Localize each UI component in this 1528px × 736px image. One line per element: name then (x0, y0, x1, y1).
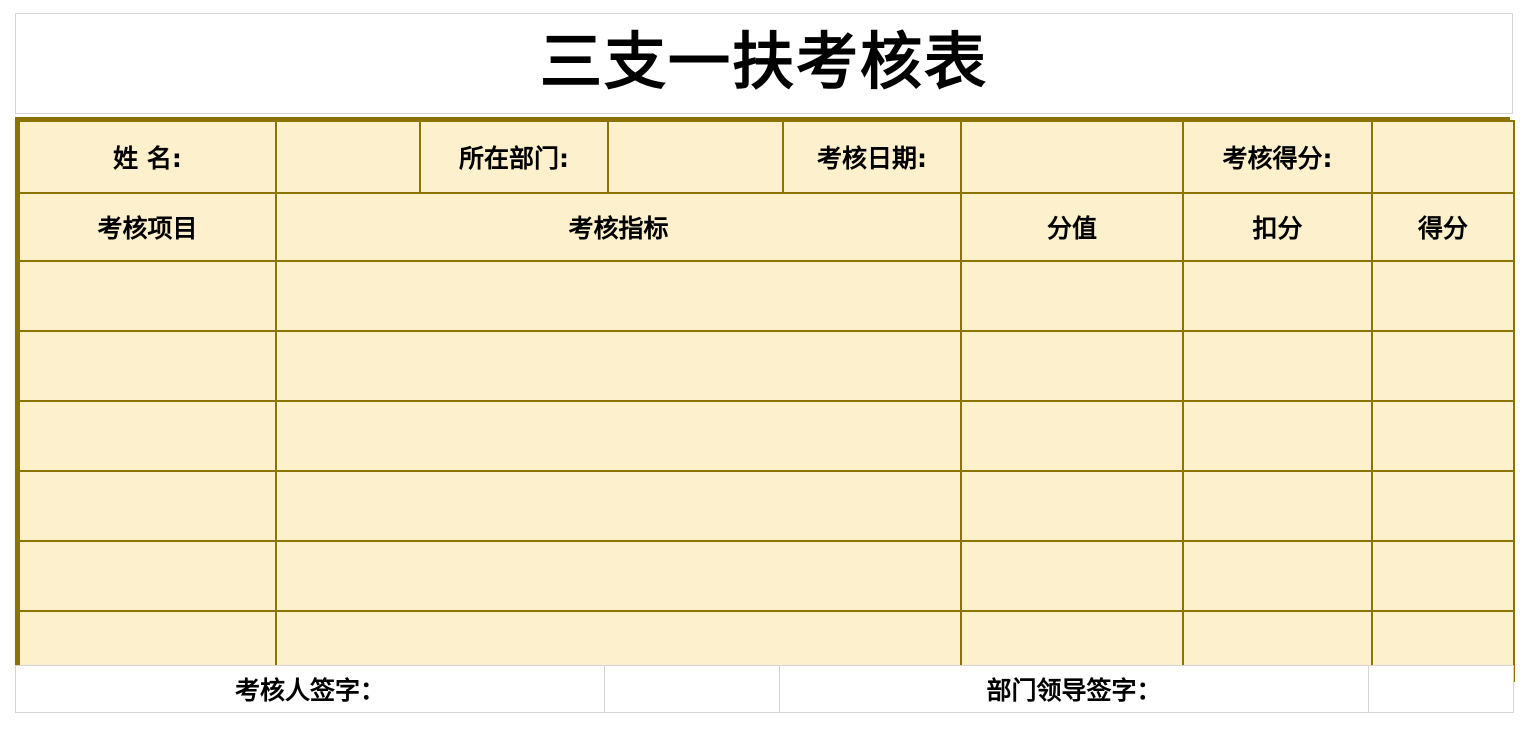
cell-deduction[interactable] (1182, 470, 1373, 542)
header-item: 考核项目 (18, 192, 277, 262)
title-row: 三支一扶考核表 (15, 13, 1513, 114)
table-row (18, 470, 1515, 542)
cell-indicator[interactable] (275, 470, 962, 542)
signature-row-container: 考核人签字： 部门领导签字： (15, 665, 1514, 713)
reviewer-signature-label: 考核人签字： (15, 665, 605, 713)
date-label: 考核日期: (782, 120, 962, 194)
page-title: 三支一扶考核表 (539, 24, 988, 98)
cell-indicator[interactable] (275, 540, 962, 612)
cell-points[interactable] (960, 260, 1184, 332)
signature-row: 考核人签字： 部门领导签字： (15, 665, 1514, 713)
table-row (18, 400, 1515, 472)
cell-score[interactable] (1371, 540, 1515, 612)
date-input[interactable] (960, 120, 1184, 194)
cell-deduction[interactable] (1182, 400, 1373, 472)
department-input[interactable] (607, 120, 784, 194)
table-row (18, 330, 1515, 402)
header-score: 得分 (1371, 192, 1515, 262)
cell-item[interactable] (18, 260, 277, 332)
cell-score[interactable] (1371, 260, 1515, 332)
cell-points[interactable] (960, 540, 1184, 612)
total-score-input[interactable] (1371, 120, 1515, 194)
name-input[interactable] (275, 120, 421, 194)
cell-item[interactable] (18, 330, 277, 402)
cell-item[interactable] (18, 540, 277, 612)
cell-points[interactable] (960, 470, 1184, 542)
signature-table: 考核人签字： 部门领导签字： (15, 665, 1514, 713)
leader-signature-input[interactable] (1368, 665, 1514, 713)
cell-indicator[interactable] (275, 400, 962, 472)
cell-deduction[interactable] (1182, 260, 1373, 332)
assessment-table-container: 姓 名: 所在部门: 考核日期: 考核得分: 考核项目 考核指标 分值 扣分 得… (15, 117, 1515, 685)
info-row: 姓 名: 所在部门: 考核日期: 考核得分: (18, 120, 1515, 194)
header-points: 分值 (960, 192, 1184, 262)
cell-item[interactable] (18, 400, 277, 472)
header-deduction: 扣分 (1182, 192, 1373, 262)
name-label: 姓 名: (18, 120, 277, 194)
cell-points[interactable] (960, 330, 1184, 402)
column-header-row: 考核项目 考核指标 分值 扣分 得分 (18, 192, 1515, 262)
cell-indicator[interactable] (275, 330, 962, 402)
cell-points[interactable] (960, 400, 1184, 472)
header-indicator: 考核指标 (275, 192, 962, 262)
cell-deduction[interactable] (1182, 540, 1373, 612)
table-row (18, 540, 1515, 612)
cell-score[interactable] (1371, 400, 1515, 472)
table-row (18, 260, 1515, 332)
cell-indicator[interactable] (275, 260, 962, 332)
reviewer-signature-input[interactable] (604, 665, 780, 713)
cell-score[interactable] (1371, 330, 1515, 402)
total-score-label: 考核得分: (1182, 120, 1373, 194)
cell-deduction[interactable] (1182, 330, 1373, 402)
assessment-table: 姓 名: 所在部门: 考核日期: 考核得分: 考核项目 考核指标 分值 扣分 得… (18, 120, 1515, 682)
cell-item[interactable] (18, 470, 277, 542)
department-label: 所在部门: (419, 120, 609, 194)
cell-score[interactable] (1371, 470, 1515, 542)
leader-signature-label: 部门领导签字： (779, 665, 1369, 713)
